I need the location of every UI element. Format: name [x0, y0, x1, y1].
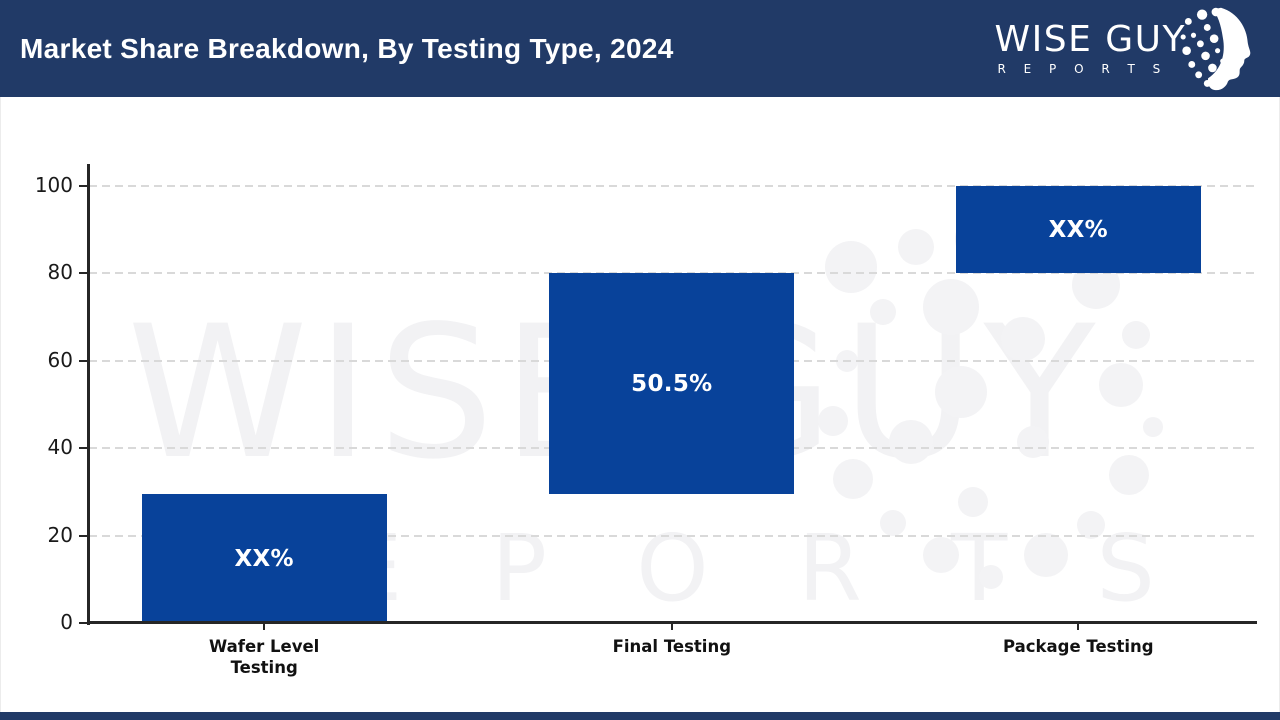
y-axis-line — [87, 164, 90, 625]
category-label-0: Wafer Level Testing — [114, 636, 414, 679]
y-tick-label-80: 80 — [47, 260, 73, 285]
y-tick-20 — [79, 534, 87, 537]
x-axis-line — [87, 621, 1257, 624]
chart-canvas: WISE GUY R E P O R T S 0 20 40 60 80 100 XX% 50… — [0, 97, 1280, 712]
y-tick-0 — [79, 622, 87, 624]
category-label-line: Final Testing — [612, 637, 732, 656]
category-label-1: Final Testing — [522, 636, 822, 657]
category-label-line: Wafer Level — [209, 637, 320, 656]
y-tick-label-40: 40 — [47, 435, 73, 460]
bar-value-label: 50.5% — [631, 370, 713, 397]
logo-subtitle: R E P O R T S — [997, 61, 1168, 76]
header-bar: Market Share Breakdown, By Testing Type,… — [0, 0, 1280, 97]
footer-bar — [0, 712, 1280, 720]
y-tick-40 — [79, 447, 87, 450]
bar-wafer-level-testing: XX% — [141, 494, 387, 623]
logo-face-icon — [1180, 7, 1251, 90]
chart-title: Market Share Breakdown, By Testing Type,… — [20, 32, 674, 64]
x-tick-0 — [263, 623, 266, 630]
bar-value-label: XX% — [234, 545, 294, 572]
plot: 0 20 40 60 80 100 XX% 50.5% XX% Wafer Level Testin… — [35, 164, 1257, 677]
bar-final-testing: 50.5% — [549, 273, 795, 495]
y-tick-60 — [79, 359, 87, 362]
bar-value-label: XX% — [1048, 216, 1108, 243]
category-label-line: Package Testing — [1002, 637, 1154, 656]
y-tick-label-0: 0 — [60, 610, 73, 634]
category-label-line: Testing — [230, 658, 298, 678]
logo-wordmark: WISE GUY — [994, 18, 1186, 60]
y-tick-100 — [79, 185, 87, 187]
category-label-2: Package Testing — [928, 636, 1228, 657]
y-tick-label-20: 20 — [47, 522, 73, 547]
x-tick-1 — [670, 623, 673, 630]
y-tick-label-100: 100 — [34, 173, 73, 197]
gridline-20 — [89, 534, 1257, 537]
wiseguy-logo-text: WISE GUY R E P O R T S — [994, 18, 1187, 76]
y-tick-80 — [79, 272, 87, 275]
y-tick-label-60: 60 — [47, 347, 73, 372]
bar-package-testing: XX% — [955, 186, 1201, 274]
gridline-100 — [89, 185, 1257, 187]
wiseguy-logo: WISE GUY R E P O R T S — [995, 6, 1255, 92]
x-tick-2 — [1077, 623, 1080, 630]
